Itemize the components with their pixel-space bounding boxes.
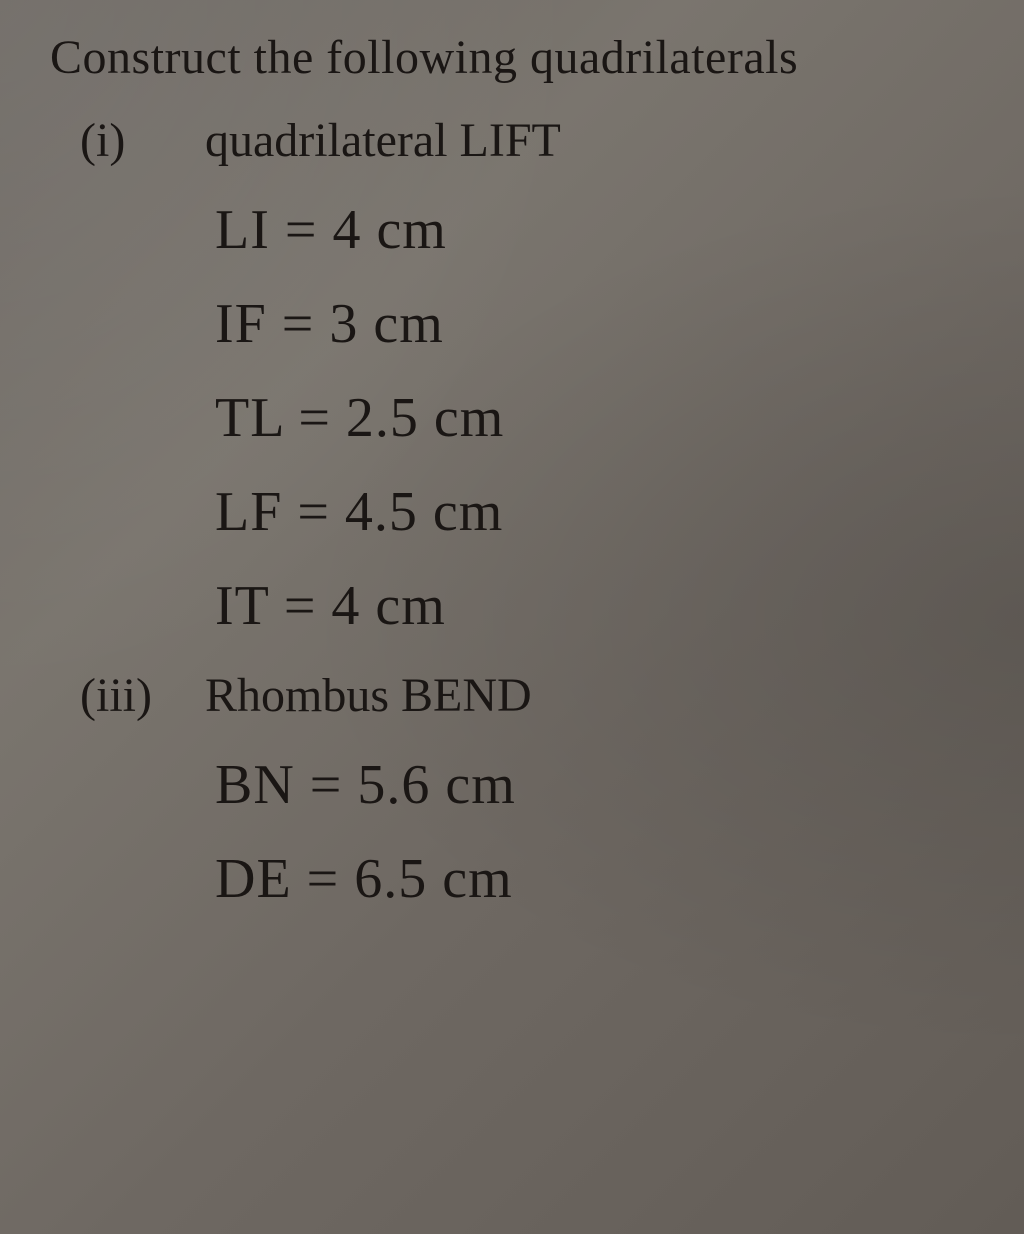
measurement: LF = 4.5 cm [215,480,984,544]
measurement: LI = 4 cm [215,198,984,262]
page-content: Construct the following quadrilaterals (… [50,30,984,911]
item-1-number: (i) [80,113,170,168]
item-2-header: (iii) Rhombus BEND [50,668,984,723]
item-2-measurements: BN = 5.6 cm DE = 6.5 cm [215,753,984,911]
measurement: DE = 6.5 cm [215,847,984,911]
item-1-header: (i) quadrilateral LIFT [50,113,984,168]
item-2-title: Rhombus BEND [205,668,532,723]
measurement: BN = 5.6 cm [215,753,984,817]
item-1-measurements: LI = 4 cm IF = 3 cm TL = 2.5 cm LF = 4.5… [215,198,984,638]
item-1-title: quadrilateral LIFT [205,113,561,168]
measurement: IT = 4 cm [215,574,984,638]
measurement: IF = 3 cm [215,292,984,356]
main-title: Construct the following quadrilaterals [50,30,984,85]
item-2: (iii) Rhombus BEND BN = 5.6 cm DE = 6.5 … [50,668,984,911]
item-2-number: (iii) [80,668,170,723]
measurement: TL = 2.5 cm [215,386,984,450]
item-1: (i) quadrilateral LIFT LI = 4 cm IF = 3 … [50,113,984,638]
